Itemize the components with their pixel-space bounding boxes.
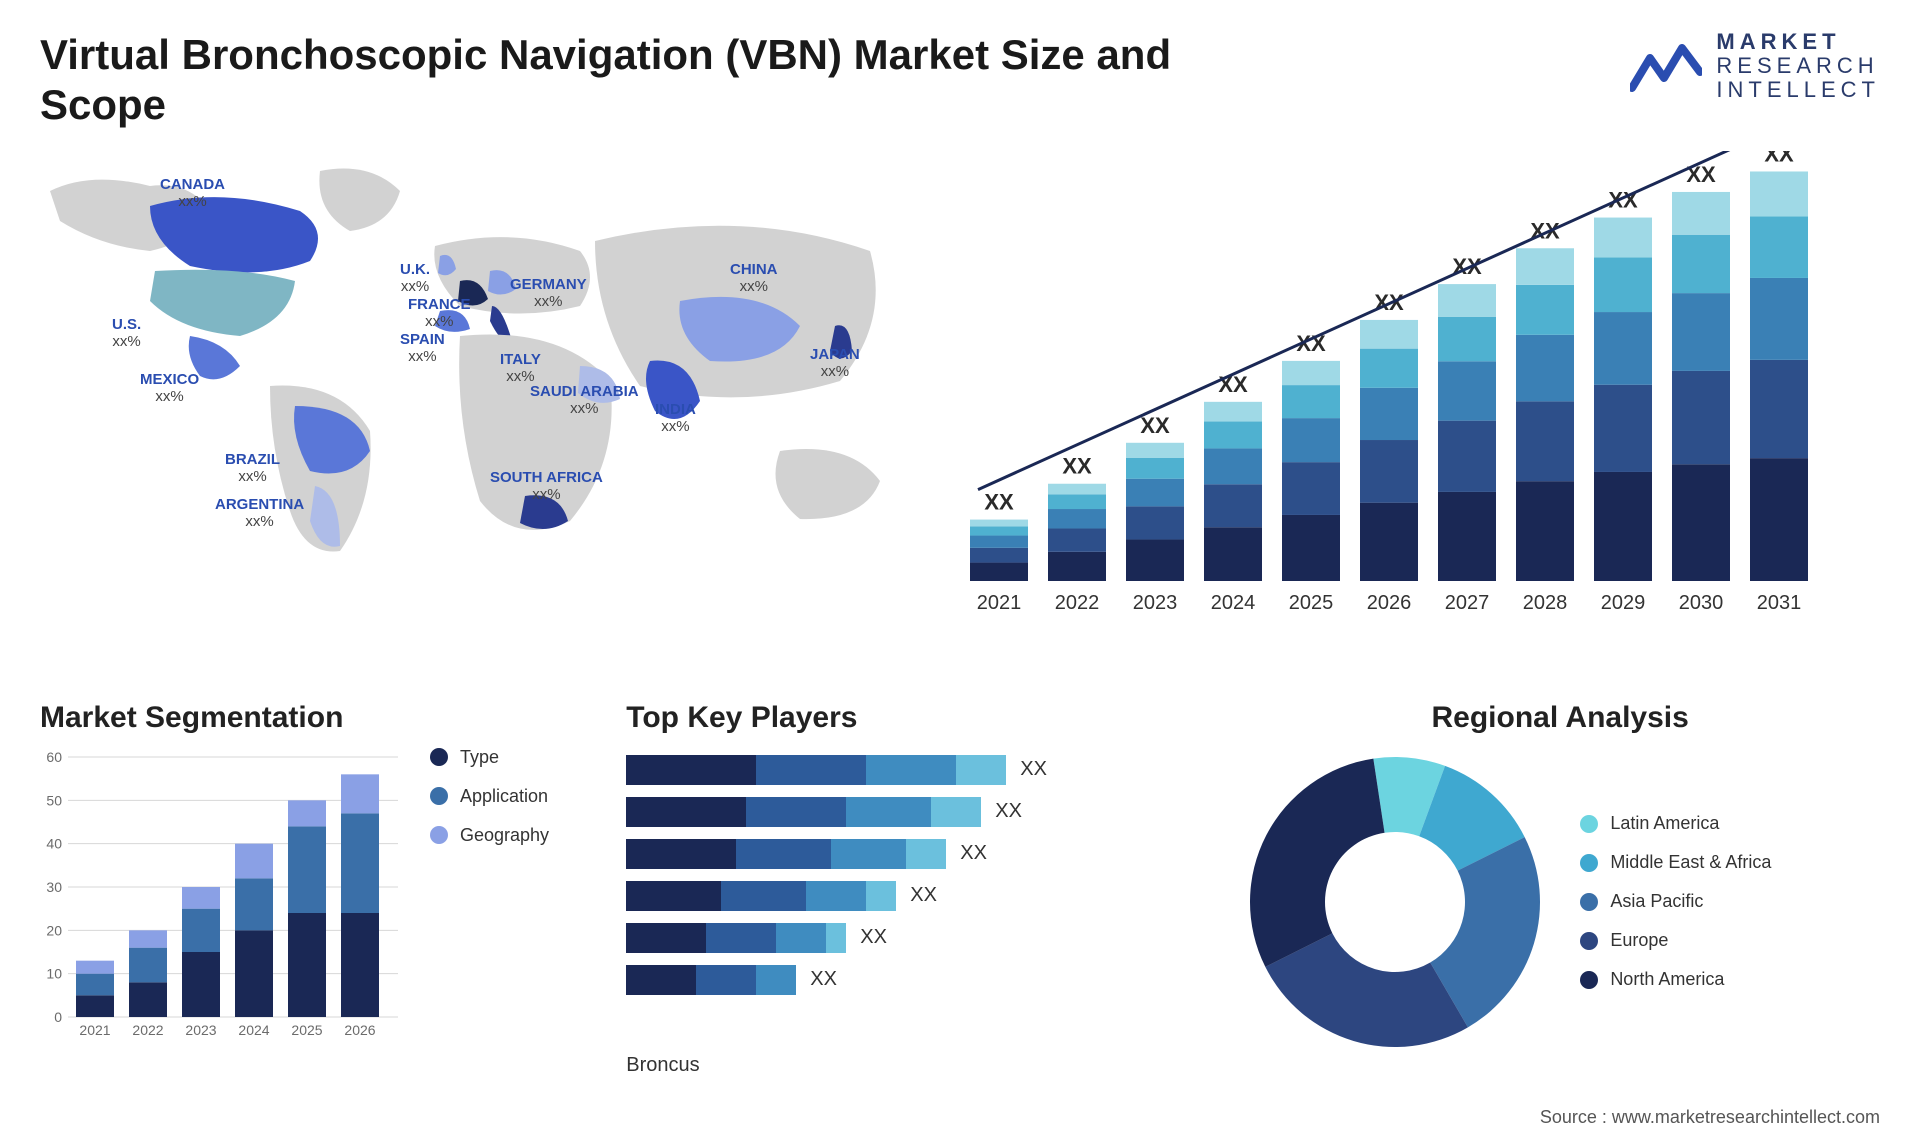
map-label: FRANCExx% (408, 296, 471, 331)
regional-panel: Regional Analysis Latin America Middle Ea… (1240, 701, 1880, 1081)
regional-legend: Latin America Middle East & Africa Asia Pa… (1580, 813, 1771, 990)
svg-text:2030: 2030 (1679, 592, 1724, 614)
svg-text:2025: 2025 (1289, 592, 1334, 614)
map-label: CHINAxx% (730, 261, 778, 296)
svg-text:2026: 2026 (1367, 592, 1412, 614)
svg-text:60: 60 (46, 749, 62, 765)
map-label: JAPANxx% (810, 346, 860, 381)
svg-text:2031: 2031 (1757, 592, 1802, 614)
logo-line3: INTELLECT (1716, 78, 1880, 102)
map-label: ARGENTINAxx% (215, 496, 304, 531)
svg-text:XX: XX (1140, 413, 1170, 438)
svg-text:2022: 2022 (1055, 592, 1100, 614)
legend-item: Application (430, 786, 549, 807)
svg-text:0: 0 (54, 1009, 62, 1025)
logo-icon (1630, 38, 1702, 94)
legend-item: Middle East & Africa (1580, 852, 1771, 873)
map-label: BRAZILxx% (225, 451, 280, 486)
svg-text:10: 10 (46, 965, 62, 981)
legend-item: Latin America (1580, 813, 1771, 834)
map-label: ITALYxx% (500, 351, 541, 386)
svg-text:2021: 2021 (79, 1022, 110, 1038)
svg-text:2027: 2027 (1445, 592, 1490, 614)
key-player-row: XX (626, 797, 1210, 827)
svg-text:20: 20 (46, 922, 62, 938)
legend-item: Geography (430, 825, 549, 846)
growth-chart-svg: XX 2021 XX 2022 XX 2023 XX 2024 XX 2025 XX 2026 XX 20… (960, 151, 1830, 631)
legend-item: Type (430, 747, 549, 768)
legend-item: Europe (1580, 930, 1771, 951)
map-label: U.K.xx% (400, 261, 430, 296)
map-label: INDIAxx% (655, 401, 696, 436)
world-map-svg (40, 151, 920, 571)
svg-text:2026: 2026 (344, 1022, 375, 1038)
key-players-first-name: Broncus (626, 1054, 699, 1077)
svg-text:2021: 2021 (977, 592, 1022, 614)
world-map: CANADAxx% U.S.xx% MEXICOxx% BRAZILxx% ARGENT… (40, 151, 920, 671)
growth-chart: XX 2021 XX 2022 XX 2023 XX 2024 XX 2025 XX 2026 XX 20… (960, 151, 1880, 671)
brand-logo: MARKET RESEARCH INTELLECT (1630, 30, 1880, 103)
svg-text:2028: 2028 (1523, 592, 1568, 614)
map-label: SOUTH AFRICAxx% (490, 469, 603, 504)
svg-text:2024: 2024 (238, 1022, 269, 1038)
svg-text:2022: 2022 (132, 1022, 163, 1038)
svg-text:XX: XX (1530, 218, 1560, 243)
segmentation-title: Market Segmentation (40, 701, 596, 735)
regional-donut-svg (1240, 747, 1550, 1057)
logo-line2: RESEARCH (1716, 54, 1880, 78)
segmentation-panel: Market Segmentation 0 10 20 30 40 50 60 2021 202… (40, 701, 596, 1081)
svg-text:30: 30 (46, 879, 62, 895)
source-attribution: Source : www.marketresearchintellect.com (1540, 1107, 1880, 1128)
segmentation-legend: Type Application Geography (430, 747, 549, 1047)
legend-item: Asia Pacific (1580, 891, 1771, 912)
map-label: U.S.xx% (112, 316, 141, 351)
key-players-title: Top Key Players (626, 701, 1210, 735)
map-label: CANADAxx% (160, 176, 225, 211)
svg-text:XX: XX (1608, 187, 1638, 212)
map-label: MEXICOxx% (140, 371, 199, 406)
svg-text:2023: 2023 (185, 1022, 216, 1038)
key-players-panel: Top Key Players XX XX XX XX XX XX Broncus (626, 701, 1210, 1081)
svg-text:40: 40 (46, 835, 62, 851)
map-label: SAUDI ARABIAxx% (530, 383, 639, 418)
svg-text:2029: 2029 (1601, 592, 1646, 614)
regional-title: Regional Analysis (1240, 701, 1880, 735)
map-label: GERMANYxx% (510, 276, 587, 311)
svg-text:XX: XX (1062, 454, 1092, 479)
key-player-row: XX (626, 881, 1210, 911)
key-players-chart: XX XX XX XX XX XX (626, 755, 1210, 995)
legend-item: North America (1580, 969, 1771, 990)
key-player-row: XX (626, 965, 1210, 995)
svg-text:2024: 2024 (1211, 592, 1256, 614)
svg-text:XX: XX (984, 489, 1014, 514)
svg-text:XX: XX (1764, 151, 1794, 166)
map-label: SPAINxx% (400, 331, 445, 366)
svg-text:2025: 2025 (291, 1022, 322, 1038)
key-player-row: XX (626, 923, 1210, 953)
svg-text:XX: XX (1452, 254, 1482, 279)
svg-text:2023: 2023 (1133, 592, 1178, 614)
key-player-row: XX (626, 839, 1210, 869)
svg-text:50: 50 (46, 792, 62, 808)
segmentation-chart-svg: 0 10 20 30 40 50 60 2021 2022 2023 2024 2025 2026 (40, 747, 400, 1047)
key-player-row: XX (626, 755, 1210, 785)
page-title: Virtual Bronchoscopic Navigation (VBN) M… (40, 30, 1240, 131)
logo-line1: MARKET (1716, 30, 1880, 54)
